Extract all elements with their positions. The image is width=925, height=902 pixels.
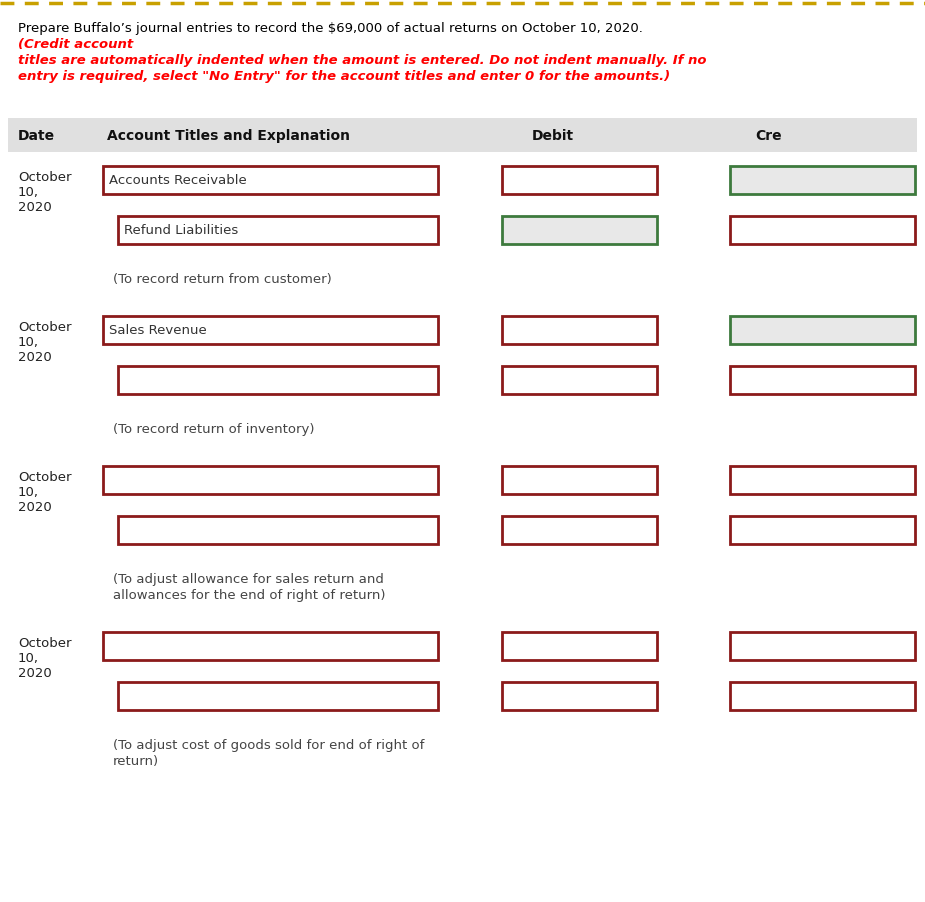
Text: 2020: 2020: [18, 501, 52, 513]
Bar: [730, 167, 915, 195]
Bar: [502, 366, 657, 394]
Bar: [502, 517, 657, 545]
Text: Sales Revenue: Sales Revenue: [109, 324, 207, 337]
Text: allowances for the end of right of return): allowances for the end of right of retur…: [113, 588, 386, 602]
Text: titles are automatically indented when the amount is entered. Do not indent manu: titles are automatically indented when t…: [18, 54, 707, 67]
Text: Accounts Receivable: Accounts Receivable: [109, 174, 247, 188]
Text: Refund Liabilities: Refund Liabilities: [124, 225, 239, 237]
Bar: [730, 466, 915, 494]
Bar: [103, 466, 438, 494]
Text: Account Titles and Explanation: Account Titles and Explanation: [107, 129, 350, 143]
Text: 10,: 10,: [18, 485, 39, 499]
Text: entry is required, select "No Entry" for the account titles and enter 0 for the : entry is required, select "No Entry" for…: [18, 70, 670, 83]
Text: 10,: 10,: [18, 651, 39, 664]
Bar: [730, 517, 915, 545]
Bar: [118, 366, 438, 394]
Text: (To adjust cost of goods sold for end of right of: (To adjust cost of goods sold for end of…: [113, 738, 425, 751]
Text: 2020: 2020: [18, 201, 52, 214]
Bar: [118, 682, 438, 710]
Text: (Credit account: (Credit account: [18, 38, 133, 51]
Bar: [502, 167, 657, 195]
Text: Prepare Buffalo’s journal entries to record the $69,000 of actual returns on Oct: Prepare Buffalo’s journal entries to rec…: [18, 22, 648, 35]
Text: 2020: 2020: [18, 351, 52, 364]
Text: Cre: Cre: [755, 129, 782, 143]
Text: October: October: [18, 471, 71, 483]
Text: (To record return from customer): (To record return from customer): [113, 272, 332, 286]
Bar: [103, 167, 438, 195]
Text: (To record return of inventory): (To record return of inventory): [113, 422, 314, 436]
Text: 10,: 10,: [18, 336, 39, 348]
Text: 2020: 2020: [18, 667, 52, 679]
Text: 10,: 10,: [18, 186, 39, 198]
Text: Date: Date: [18, 129, 56, 143]
Bar: [502, 317, 657, 345]
Bar: [103, 632, 438, 660]
Text: Debit: Debit: [532, 129, 574, 143]
Bar: [118, 216, 438, 244]
Text: October: October: [18, 636, 71, 649]
Text: October: October: [18, 320, 71, 334]
Bar: [502, 466, 657, 494]
Text: return): return): [113, 754, 159, 767]
Text: (To adjust allowance for sales return and: (To adjust allowance for sales return an…: [113, 573, 384, 585]
Bar: [118, 517, 438, 545]
Text: October: October: [18, 170, 71, 184]
Bar: [730, 632, 915, 660]
Bar: [730, 216, 915, 244]
Bar: [730, 366, 915, 394]
Bar: [103, 317, 438, 345]
Bar: [730, 682, 915, 710]
Bar: [502, 632, 657, 660]
Bar: [502, 682, 657, 710]
Bar: [502, 216, 657, 244]
Bar: [8, 119, 917, 152]
Bar: [730, 317, 915, 345]
